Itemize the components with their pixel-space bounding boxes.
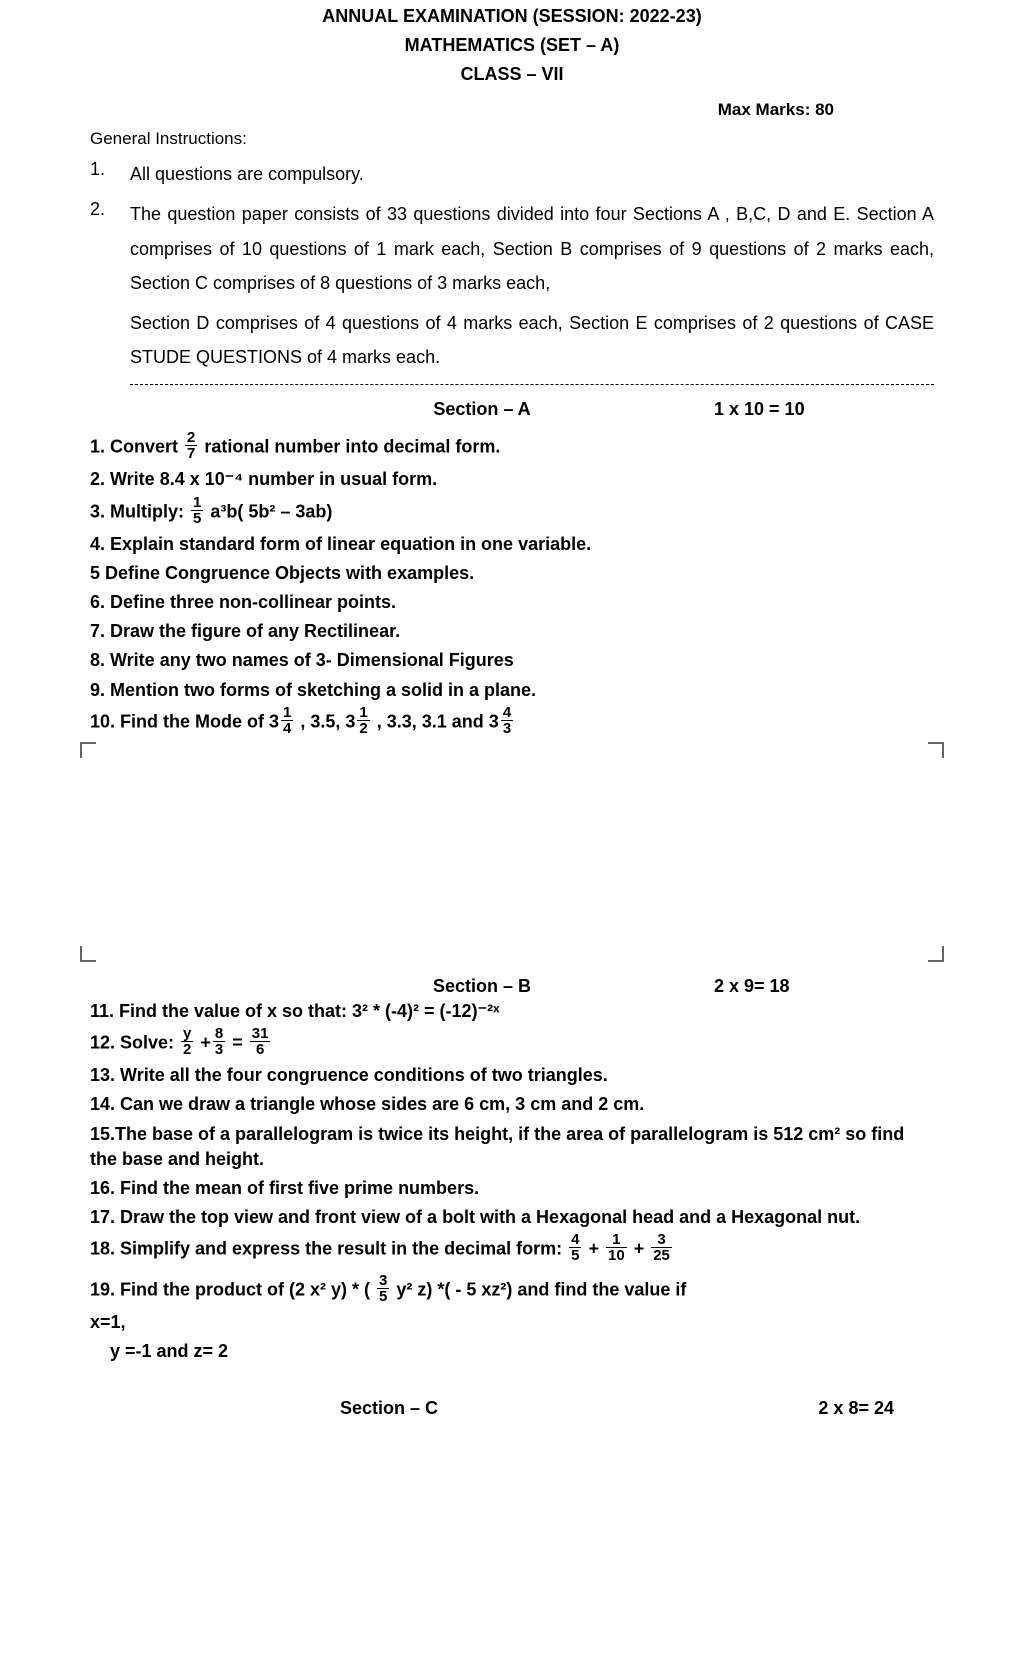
fraction: 316 [250,1026,271,1057]
instruction-row: Section D comprises of 4 questions of 4 … [90,306,934,374]
question-12: 12. Solve: y2 +83 = 316 [90,1028,934,1059]
instruction-row: 2. The question paper consists of 33 que… [90,197,934,300]
section-c-header: Section – C 2 x 8= 24 [90,1395,934,1421]
exam-paper: ANNUAL EXAMINATION (SESSION: 2022-23) MA… [0,4,1024,1451]
fraction: 12 [357,705,369,736]
question-18: 18. Simplify and express the result in t… [90,1234,934,1265]
instruction-number [90,306,130,374]
instruction-text: Section D comprises of 4 questions of 4 … [130,306,934,374]
fraction: 15 [191,495,203,526]
fraction: 43 [501,705,513,736]
exam-title: ANNUAL EXAMINATION (SESSION: 2022-23) [90,4,934,29]
crop-mark-icon [928,946,944,962]
max-marks: Max Marks: 80 [90,98,934,122]
fraction: 325 [651,1232,672,1263]
fraction: 83 [213,1026,225,1057]
q1-pre: 1. Convert [90,437,183,457]
fraction: 27 [185,430,197,461]
question-10: 10. Find the Mode of 314 , 3.5, 312 , 3.… [90,707,934,738]
fraction: y2 [181,1026,193,1057]
question-19b: x=1, [90,1310,934,1335]
section-title: Section – A [90,397,714,422]
section-b-header: Section – B 2 x 9= 18 [90,974,934,999]
question-19: 19. Find the product of (2 x² y) * ( 35 … [90,1275,934,1306]
question-15: 15.The base of a parallelogram is twice … [90,1122,934,1172]
crop-mark-icon [80,742,96,758]
divider [130,384,934,385]
fraction: 14 [281,705,293,736]
question-17: 17. Draw the top view and front view of … [90,1205,934,1230]
fraction: 110 [606,1232,627,1263]
question-4: 4. Explain standard form of linear equat… [90,532,934,557]
q1-post: rational number into decimal form. [199,437,500,457]
question-16: 16. Find the mean of first five prime nu… [90,1176,934,1201]
question-3: 3. Multiply: 15 a³b( 5b² – 3ab) [90,497,934,528]
question-19c: y =-1 and z= 2 [90,1339,934,1364]
section-marks: 2 x 9= 18 [714,974,934,999]
question-2: 2. Write 8.4 x 10⁻⁴ number in usual form… [90,467,934,492]
instruction-text: All questions are compulsory. [130,157,934,191]
question-11: 11. Find the value of x so that: 3² * (-… [90,999,934,1024]
crop-mark-icon [928,742,944,758]
question-7: 7. Draw the figure of any Rectilinear. [90,619,934,644]
crop-mark-icon [80,946,96,962]
question-13: 13. Write all the four congruence condit… [90,1063,934,1088]
footer-left: Section – C [340,1396,438,1421]
instruction-row: 1. All questions are compulsory. [90,157,934,191]
instruction-number: 1. [90,157,130,191]
fraction: 35 [377,1273,389,1304]
instruction-number: 2. [90,197,130,300]
exam-class: CLASS – VII [90,62,934,87]
exam-subject: MATHEMATICS (SET – A) [90,33,934,58]
general-instructions-label: General Instructions: [90,127,934,151]
footer-right: 2 x 8= 24 [818,1396,894,1421]
question-1: 1. Convert 27 rational number into decim… [90,432,934,463]
q3-pre: 3. Multiply: [90,501,189,521]
instruction-text: The question paper consists of 33 questi… [130,197,934,300]
q3-post: a³b( 5b² – 3ab) [205,501,332,521]
section-marks: 1 x 10 = 10 [714,397,934,422]
section-a-header: Section – A 1 x 10 = 10 [90,397,934,422]
question-14: 14. Can we draw a triangle whose sides a… [90,1092,934,1117]
page-gap [90,742,934,962]
question-6: 6. Define three non-collinear points. [90,590,934,615]
question-5: 5 Define Congruence Objects with example… [90,561,934,586]
question-8: 8. Write any two names of 3- Dimensional… [90,648,934,673]
section-title: Section – B [90,974,714,999]
question-9: 9. Mention two forms of sketching a soli… [90,678,934,703]
fraction: 45 [569,1232,581,1263]
